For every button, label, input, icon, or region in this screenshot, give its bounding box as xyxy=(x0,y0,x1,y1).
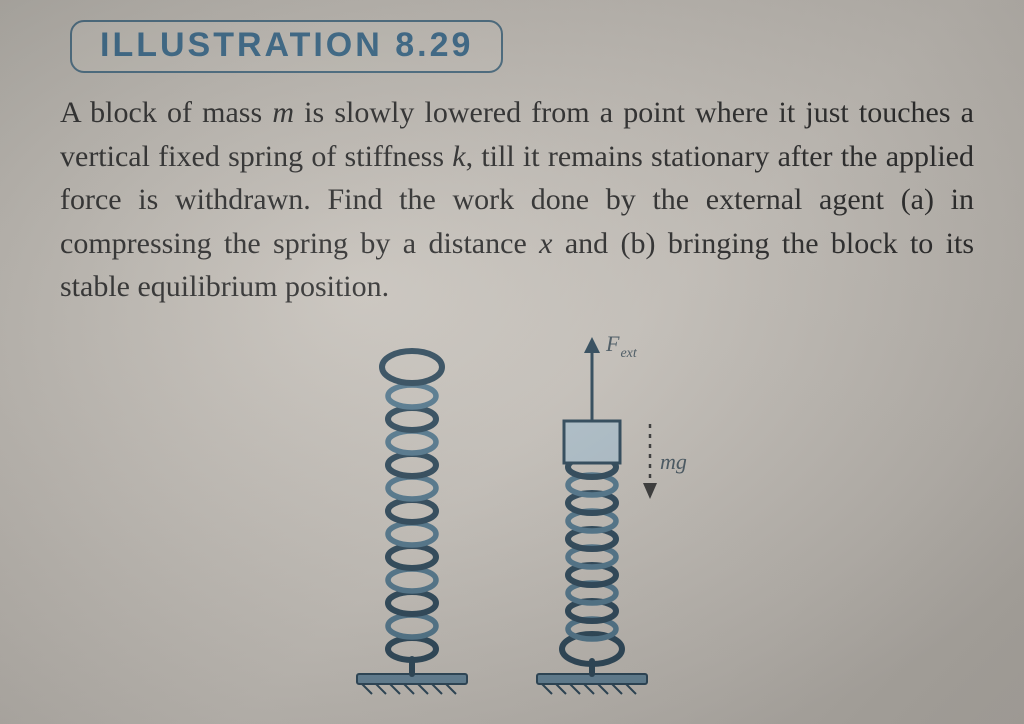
var-x: x xyxy=(539,227,552,260)
force-ext-arrow xyxy=(584,337,600,421)
var-m: m xyxy=(272,96,294,129)
weight-label: mg xyxy=(660,449,687,474)
left-spring-group xyxy=(357,351,467,694)
problem-text-1: A block of mass xyxy=(60,96,272,129)
weight-arrow xyxy=(643,424,657,499)
mass-block xyxy=(564,421,620,463)
textbook-page: ILLUSTRATION 8.29 A block of mass m is s… xyxy=(0,0,1024,724)
right-base-hatch xyxy=(542,684,636,694)
problem-statement: A block of mass m is slowly lowered from… xyxy=(60,91,984,309)
illustration-title: ILLUSTRATION 8.29 xyxy=(100,26,473,64)
force-ext-sub: ext xyxy=(620,346,637,361)
springs-svg: Fext mg xyxy=(302,329,742,699)
force-ext-label: Fext xyxy=(605,331,638,361)
illustration-title-pill: ILLUSTRATION 8.29 xyxy=(70,20,503,73)
right-spring-coils xyxy=(562,457,622,664)
left-spring-coils xyxy=(382,351,442,660)
var-k: k xyxy=(452,140,465,173)
springs-figure: Fext mg xyxy=(60,329,984,699)
left-base-hatch xyxy=(362,684,456,694)
right-spring-group: Fext mg xyxy=(537,331,687,694)
force-ext-F: F xyxy=(605,331,620,356)
